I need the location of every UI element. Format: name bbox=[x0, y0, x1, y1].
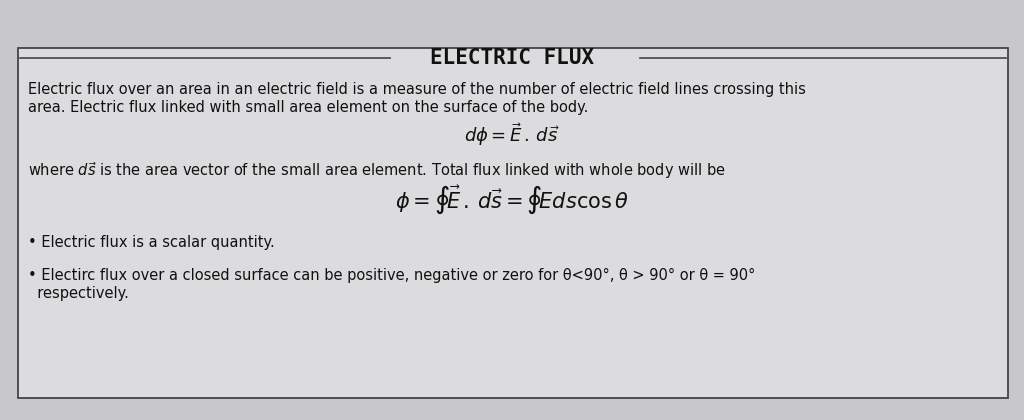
Text: area. Electric flux linked with small area element on the surface of the body.: area. Electric flux linked with small ar… bbox=[28, 100, 589, 115]
Text: Electric flux over an area in an electric field is a measure of the number of el: Electric flux over an area in an electri… bbox=[28, 82, 806, 97]
Text: where $d\vec{s}$ is the area vector of the small area element. Total flux linked: where $d\vec{s}$ is the area vector of t… bbox=[28, 160, 726, 181]
Text: • Electric flux is a scalar quantity.: • Electric flux is a scalar quantity. bbox=[28, 235, 274, 250]
Text: $\phi = \oint\!\vec{E}\, .\, d\vec{s} = \oint\!Eds\cos\theta$: $\phi = \oint\!\vec{E}\, .\, d\vec{s} = … bbox=[395, 184, 629, 216]
Text: $d\phi = \vec{E}\, .\, d\vec{s}$: $d\phi = \vec{E}\, .\, d\vec{s}$ bbox=[464, 121, 560, 148]
Text: respectively.: respectively. bbox=[28, 286, 129, 301]
FancyBboxPatch shape bbox=[18, 48, 1008, 398]
Text: • Electirc flux over a closed surface can be positive, negative or zero for θ<90: • Electirc flux over a closed surface ca… bbox=[28, 268, 756, 283]
Text: ELECTRIC FLUX: ELECTRIC FLUX bbox=[430, 48, 594, 68]
